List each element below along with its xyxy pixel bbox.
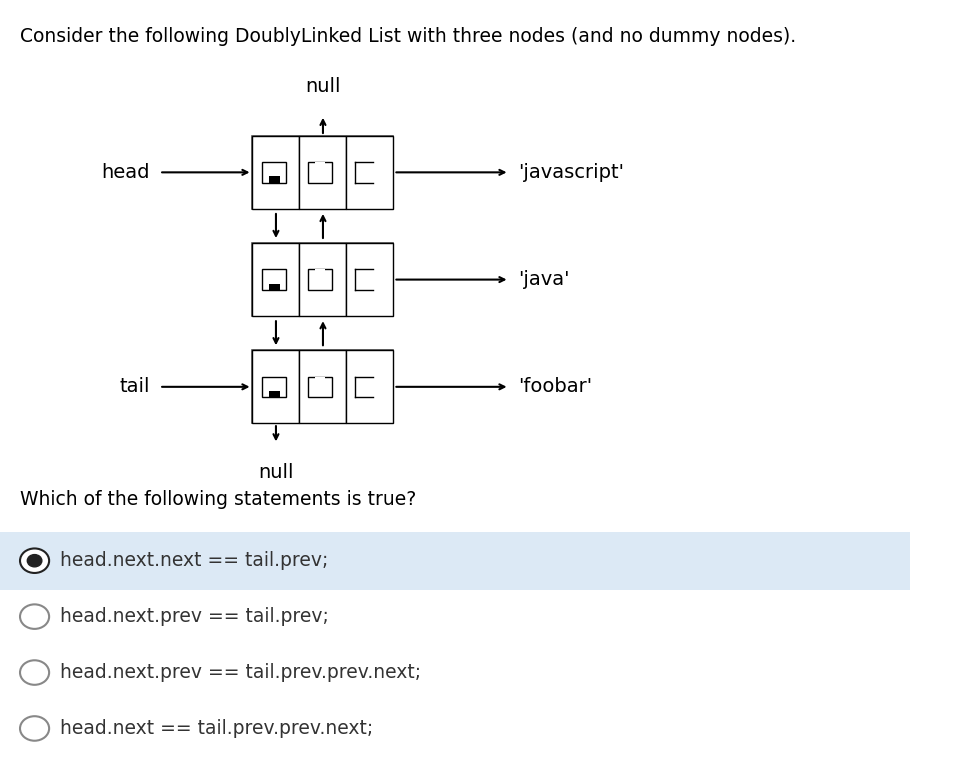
Text: Consider the following DoublyLinked List with three nodes (and no dummy nodes).: Consider the following DoublyLinked List… [20,27,796,46]
Text: tail: tail [120,378,151,396]
Bar [308,162,333,182]
Bar [299,136,346,208]
Text: null: null [258,463,293,483]
Bar [252,244,299,316]
Text: head.next.next == tail.prev;: head.next.next == tail.prev; [60,552,328,570]
Circle shape [27,555,42,567]
Bar [252,136,393,208]
Bar [316,162,325,169]
Bar [308,377,333,397]
Text: 'javascript': 'javascript' [519,163,624,182]
Bar [299,351,346,423]
Text: Which of the following statements is true?: Which of the following statements is tru… [20,490,416,509]
Circle shape [20,604,49,629]
Bar [269,391,280,397]
Bar [346,351,393,423]
Bar [252,136,299,208]
Bar [262,162,287,182]
Text: 'java': 'java' [519,270,570,289]
Text: null: null [305,77,340,96]
Bar [308,270,333,290]
Bar [316,270,325,276]
Bar [252,244,393,316]
Bar [262,377,287,397]
Text: 'foobar': 'foobar' [519,378,593,396]
Bar [252,351,393,423]
Text: head: head [102,163,151,182]
Bar [346,244,393,316]
Circle shape [20,716,49,741]
Bar [0,532,910,590]
Text: head.next.prev == tail.prev.prev.next;: head.next.prev == tail.prev.prev.next; [60,663,421,682]
Bar [346,136,393,208]
Bar [269,176,280,182]
Bar [316,377,325,383]
Circle shape [20,548,49,573]
Text: head.next.prev == tail.prev;: head.next.prev == tail.prev; [60,607,329,626]
Bar [252,351,299,423]
Circle shape [20,660,49,685]
Bar [299,244,346,316]
Bar [262,270,287,290]
Text: head.next == tail.prev.prev.next;: head.next == tail.prev.prev.next; [60,719,373,738]
Bar [269,283,280,290]
